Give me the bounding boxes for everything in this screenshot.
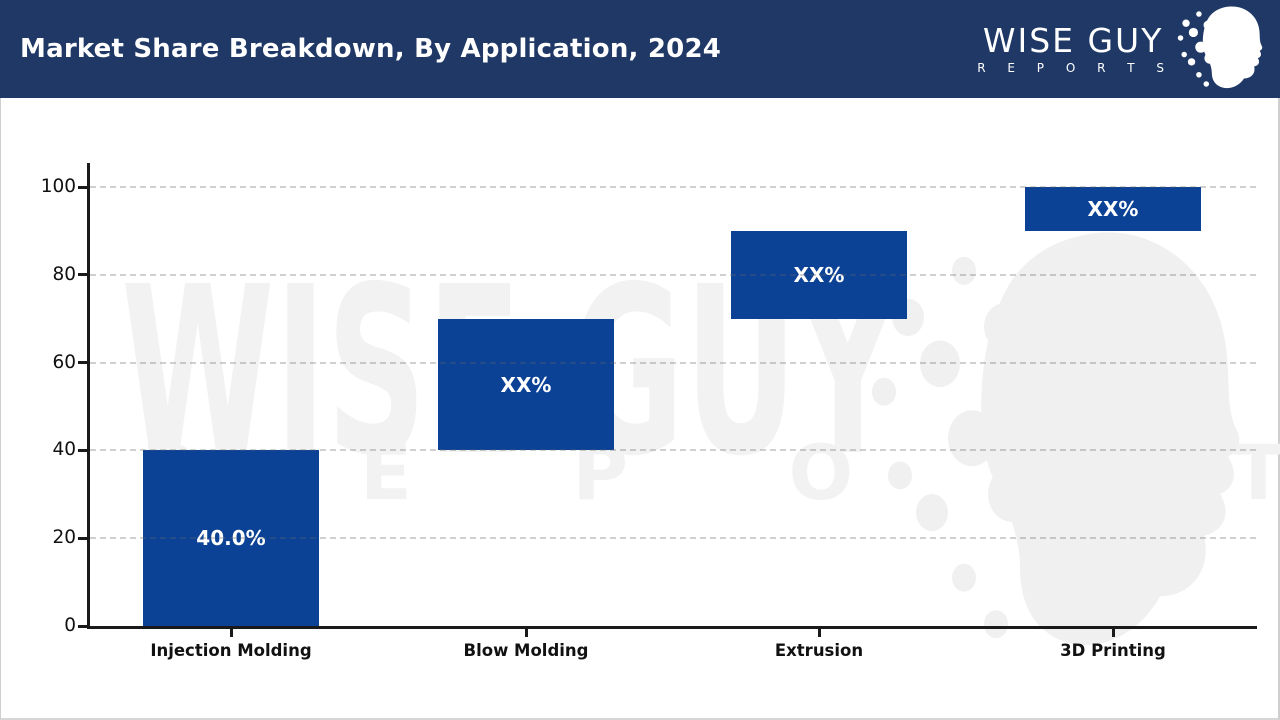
dotted-head-logo-icon [1177, 6, 1263, 89]
bar-value-label-3d-printing: XX% [1087, 196, 1139, 221]
bar-injection-molding: 40.0% [143, 450, 319, 626]
y-tick-label-0: 0 [64, 615, 76, 636]
y-tick-60 [78, 361, 87, 365]
gridline-80 [90, 273, 1256, 276]
bar-3d-printing: XX% [1025, 187, 1201, 231]
y-tick-label-100: 100 [40, 176, 76, 197]
x-axis-label-blow-molding: Blow Molding [463, 641, 589, 660]
x-tick-3d-printing [1111, 629, 1115, 637]
brand-logo-text: WISE GUY R E P O R T S [973, 24, 1173, 75]
y-tick-20 [78, 536, 87, 540]
page-title: Market Share Breakdown, By Application, … [20, 34, 722, 64]
y-tick-80 [78, 273, 87, 277]
bar-blow-molding: XX% [438, 318, 614, 451]
y-axis-line [87, 163, 90, 629]
gridline-100 [90, 186, 1256, 188]
brand-logo: WISE GUY R E P O R T S [973, 3, 1267, 95]
brand-subname: R E P O R T S [977, 60, 1173, 75]
x-tick-blow-molding [524, 629, 528, 637]
x-axis-label-injection-molding: Injection Molding [150, 641, 312, 660]
x-axis-label-3d-printing: 3D Printing [1060, 641, 1166, 660]
y-tick-100 [78, 185, 87, 189]
brand-name: WISE GUY [982, 20, 1164, 60]
y-tick-label-20: 20 [52, 527, 76, 549]
watermark-dotted-head-icon [872, 232, 1240, 646]
bar-value-label-blow-molding: XX% [500, 372, 552, 397]
gridline-60 [90, 361, 1256, 364]
y-tick-label-40: 40 [52, 439, 76, 461]
y-tick-label-80: 80 [52, 263, 76, 285]
x-tick-extrusion [817, 629, 821, 637]
bar-value-label-injection-molding: 40.0% [196, 526, 266, 551]
gridline-40 [90, 449, 1256, 452]
x-axis-label-extrusion: Extrusion [774, 641, 864, 660]
bar-value-label-extrusion: XX% [793, 262, 845, 287]
x-tick-injection-molding [229, 629, 233, 637]
y-tick-label-60: 60 [52, 351, 76, 373]
y-tick-0 [78, 624, 87, 628]
x-axis-line [87, 626, 1257, 629]
bar-extrusion: XX% [731, 230, 907, 319]
y-tick-40 [78, 448, 87, 452]
header-bar: Market Share Breakdown, By Application, … [0, 0, 1280, 98]
gridline-20 [90, 537, 1256, 540]
